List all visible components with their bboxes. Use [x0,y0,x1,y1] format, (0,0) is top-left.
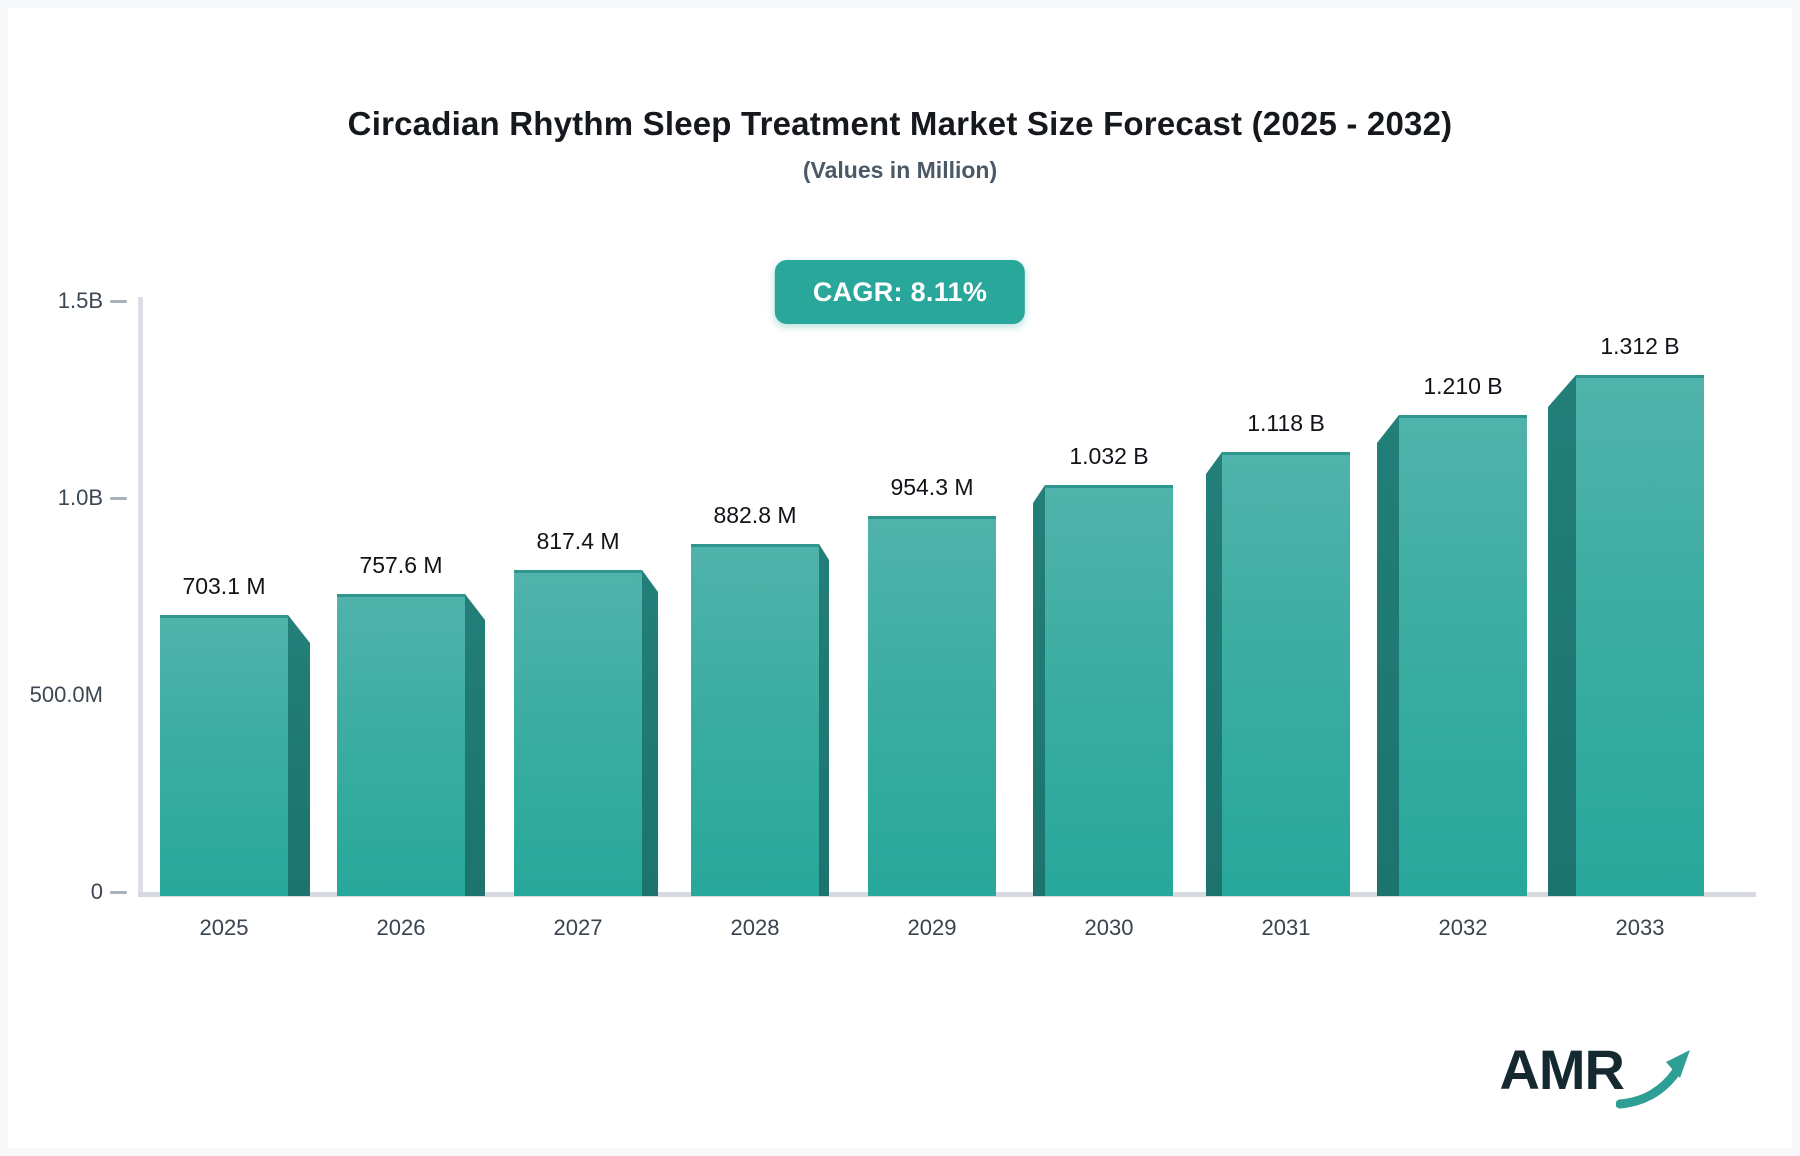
y-axis-tick-label: 1.0B [57,485,103,510]
bar-value-label-2031: 1.118 B [1247,410,1325,436]
bar-value-label-2032: 1.210 B [1423,373,1503,399]
bar-3d-side-2027 [642,570,658,896]
cagr-badge-label: CAGR: 8.11% [812,276,988,307]
x-axis-label-2032: 2032 [1438,915,1488,940]
bar-3d-side-2025 [288,615,310,896]
bar-2026 [337,594,465,896]
bar-2025 [160,615,288,896]
bar-3d-side-2031 [1206,452,1222,896]
bar-value-label-2029: 954.3 M [890,474,974,500]
bar-value-label-2028: 882.8 M [713,502,797,528]
x-axis-label-2026: 2026 [376,915,426,940]
bar-value-label-2026: 757.6 M [359,552,443,578]
bar-2028 [691,544,819,896]
bar-3d-side-2028 [819,544,829,896]
x-axis-label-2025: 2025 [199,915,249,940]
bar-chart-plot-area: 1.5B 1.0B 500.0M 0 703.1 M 2025 757.6 M 2026 817… [8,8,1792,1148]
y-axis-tick-mark [110,300,127,303]
bar-value-label-2025: 703.1 M [182,573,266,599]
bar-2029 [868,516,996,896]
bar-2033 [1576,375,1704,896]
bar-2027 [514,570,642,896]
chart-subtitle: (Values in Million) [802,157,998,183]
x-axis-label-2030: 2030 [1084,915,1134,940]
y-axis-tick-label: 0 [90,879,103,904]
y-axis-tick-mark [110,497,127,500]
x-axis-label-2027: 2027 [553,915,603,940]
bar-value-label-2033: 1.312 B [1600,333,1680,359]
bar-value-label-2027: 817.4 M [536,528,620,554]
x-axis-label-2028: 2028 [730,915,780,940]
y-axis-line [138,297,143,897]
bar-2031 [1222,452,1350,896]
x-axis-label-2029: 2029 [907,915,957,940]
bar-2030 [1045,485,1173,896]
x-axis-label-2031: 2031 [1261,915,1311,940]
bar-value-label-2030: 1.032 B [1069,443,1149,469]
bar-3d-side-2026 [465,594,485,896]
chart-title: Circadian Rhythm Sleep Treatment Market … [347,105,1453,142]
y-axis-tick-mark [110,891,127,894]
bar-3d-side-2033 [1548,375,1576,896]
bar-2032 [1399,415,1527,896]
bar-3d-side-2030 [1033,485,1045,896]
cagr-badge: CAGR: 8.11% [774,260,1026,324]
amr-logo-text: AMR [1499,1038,1625,1101]
y-axis-tick-label: 500.0M [29,682,103,707]
x-axis-label-2033: 2033 [1615,915,1665,940]
y-axis-tick-label: 1.5B [57,288,103,313]
trend-up-arrow-icon [1616,1050,1690,1109]
bar-3d-side-2032 [1377,415,1399,896]
amr-logo: AMR [1499,1040,1694,1110]
chart-card: Circadian Rhythm Sleep Treatment Market … [8,8,1792,1148]
